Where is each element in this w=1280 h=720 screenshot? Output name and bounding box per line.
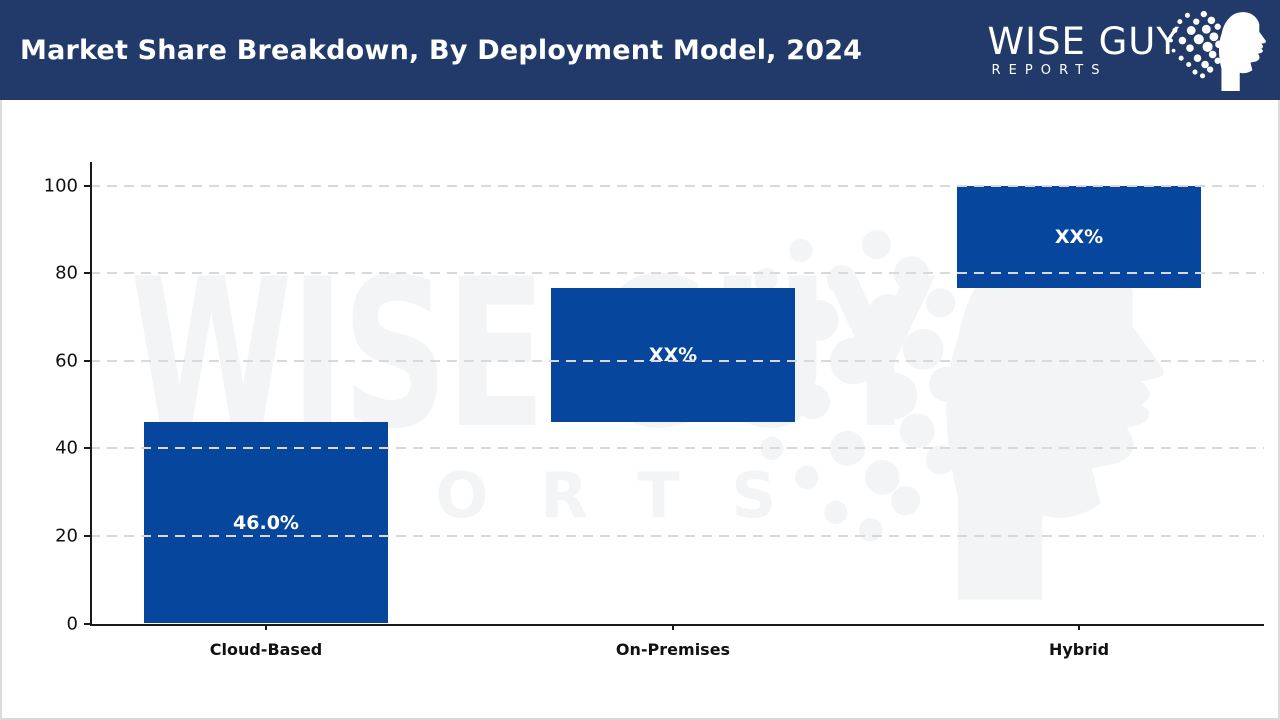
gridline-40: [90, 447, 1264, 450]
x-axis-line: [90, 623, 1264, 626]
plot-area: 46.0% XX% XX% 0 20 40 60 80 100 Cloud-Based On-Pre…: [2, 100, 1278, 718]
gridline-100: [90, 184, 1264, 187]
y-tick-label-40: 40: [55, 437, 78, 459]
gridline-80: [90, 272, 1264, 275]
bar-cloud-based: 46.0%: [144, 422, 388, 624]
x-tick-cloud-based: [265, 623, 267, 630]
y-tick-label-100: 100: [43, 175, 78, 196]
y-tick-label-20: 20: [55, 525, 78, 547]
y-tick-label-80: 80: [55, 262, 78, 284]
y-tick-label-60: 60: [55, 350, 78, 372]
gridline-20: [90, 534, 1264, 537]
x-tick-label-cloud-based: Cloud-Based: [209, 639, 323, 659]
bar-value-label: XX%: [648, 344, 698, 367]
gridline-60: [90, 359, 1264, 362]
x-tick-label-hybrid: Hybrid: [1048, 639, 1110, 659]
bar-value-label: XX%: [1054, 225, 1104, 248]
bar-on-premises: XX%: [551, 288, 795, 422]
y-tick-80: [84, 272, 90, 275]
logo-text: WISE GUY REPORTS: [988, 23, 1180, 78]
dotted-face-icon: [1169, 10, 1267, 91]
x-tick-hybrid: [1078, 623, 1080, 630]
page-title: Market Share Breakdown, By Deployment Mo…: [20, 34, 863, 66]
y-tick-60: [84, 359, 90, 362]
y-tick-40: [84, 447, 90, 450]
header-bar: Market Share Breakdown, By Deployment Mo…: [0, 0, 1280, 100]
y-tick-100: [84, 184, 90, 187]
x-tick-label-on-premises: On-Premises: [615, 639, 731, 659]
y-tick-0: [84, 622, 90, 625]
y-tick-20: [84, 534, 90, 537]
chart-card: WISE GUY REPORTS 46.0% XX% XX% 0 20 40 60 80 100…: [0, 100, 1280, 720]
x-tick-on-premises: [672, 623, 674, 630]
logo-wordmark: WISE GUY: [987, 19, 1180, 63]
bar-value-label: 46.0%: [233, 511, 299, 534]
y-axis-line: [90, 162, 92, 626]
wiseguy-logo: WISE GUY REPORTS: [988, 6, 1270, 94]
logo-subtext: REPORTS: [991, 62, 1108, 78]
y-tick-label-0: 0: [66, 613, 78, 634]
